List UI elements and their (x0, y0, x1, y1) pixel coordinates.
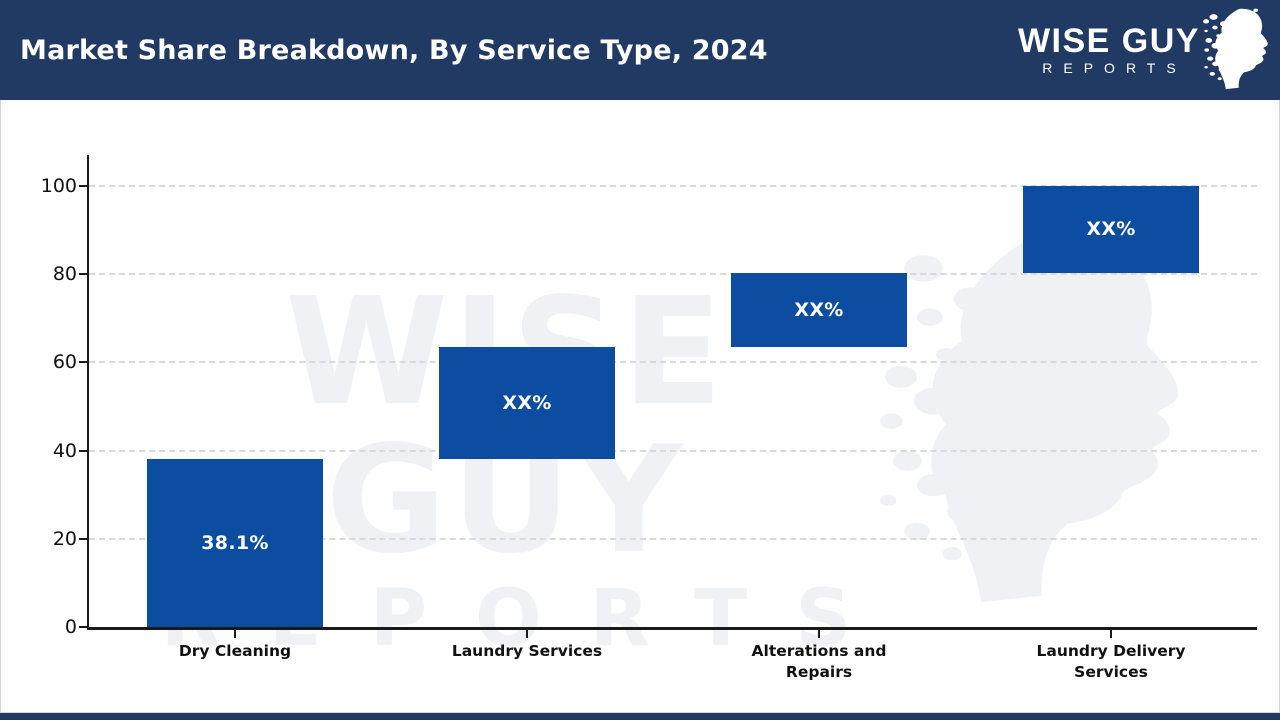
logo-text: WISE GUY REPORTS (1017, 21, 1200, 77)
bar: 38.1% (147, 458, 323, 627)
bar-value-label: XX% (1086, 218, 1136, 241)
header-bar: Market Share Breakdown, By Service Type,… (0, 0, 1280, 100)
x-axis-line (87, 627, 1257, 630)
y-tick-label: 40 (52, 439, 77, 462)
bar-value-label: XX% (794, 298, 844, 321)
logo-reports-text: REPORTS (1042, 60, 1187, 77)
x-tick-mark (818, 630, 820, 638)
wise-guy-logo: WISE GUY REPORTS (1018, 7, 1270, 93)
y-tick-mark (79, 273, 87, 276)
footer-bar (0, 713, 1280, 720)
page-title: Market Share Breakdown, By Service Type,… (20, 34, 768, 66)
y-tick-label: 100 (40, 175, 77, 197)
logo-wiseguy-text: WISE GUY (1017, 21, 1200, 60)
bar: XX% (439, 346, 615, 459)
bar-value-label: XX% (502, 391, 552, 414)
y-tick-label: 0 (64, 616, 77, 638)
y-tick-label: 80 (52, 263, 77, 286)
bar-value-label: 38.1% (201, 531, 269, 554)
logo-head-icon (1203, 8, 1268, 90)
category-label: Laundry Delivery Services (1036, 642, 1186, 681)
x-tick-mark (526, 630, 528, 638)
gridline (89, 185, 1257, 187)
bar: XX% (731, 272, 907, 347)
gridline (89, 537, 1257, 540)
category-label: Laundry Services (451, 642, 603, 660)
category-label: Alterations and Repairs (751, 642, 887, 681)
x-tick-mark (234, 630, 236, 638)
y-tick-label: 60 (52, 351, 77, 374)
y-tick-mark (79, 361, 87, 364)
plot: 0 20 40 60 80 100 38.1% Dry Cleaning XX% Laundry … (1, 100, 1279, 712)
gridline (89, 361, 1257, 364)
bar: XX% (1023, 186, 1199, 273)
gridline (89, 449, 1257, 452)
y-tick-label: 20 (52, 527, 77, 550)
gridline (89, 273, 1257, 276)
y-axis-line (87, 155, 89, 630)
y-tick-mark (79, 449, 87, 452)
y-tick-mark (79, 185, 87, 187)
y-tick-mark (79, 537, 87, 540)
category-label: Dry Cleaning (178, 642, 292, 660)
x-tick-mark (1110, 630, 1112, 638)
y-tick-mark (79, 626, 87, 628)
